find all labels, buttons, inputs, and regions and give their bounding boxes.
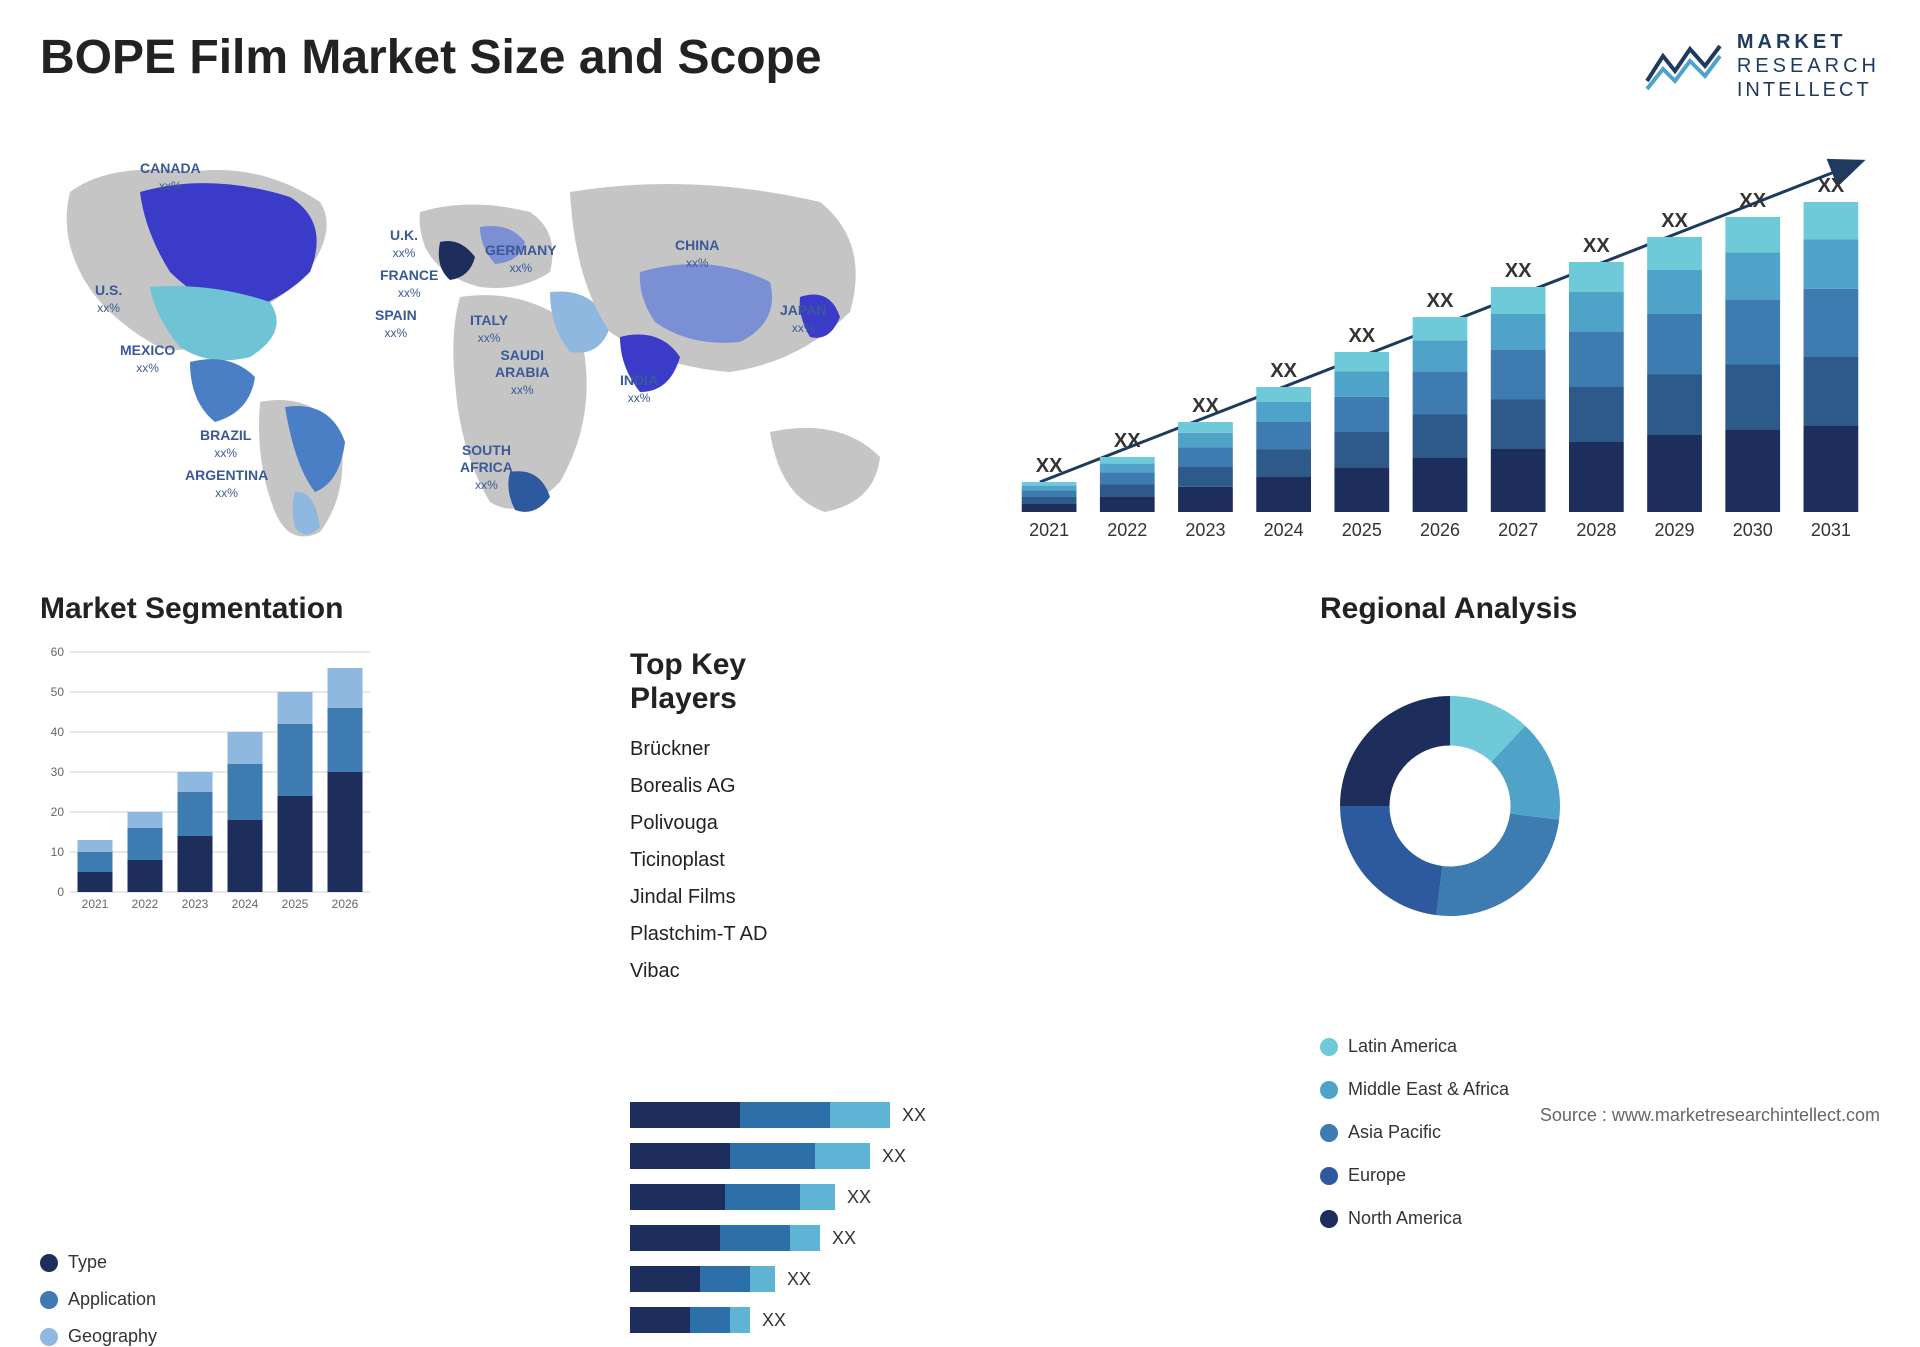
svg-text:2025: 2025 (282, 897, 309, 911)
logo-line3: INTELLECT (1737, 78, 1880, 102)
logo-text: MARKET RESEARCH INTELLECT (1737, 30, 1880, 102)
keyplayer-bar-row: XX (630, 1306, 1290, 1334)
svg-text:XX: XX (1036, 455, 1063, 477)
legend-item: Europe (1320, 1165, 1880, 1186)
logo-line1: MARKET (1737, 30, 1880, 54)
svg-text:40: 40 (51, 725, 65, 739)
map-label: JAPANxx% (780, 302, 826, 336)
map-label: SAUDIARABIAxx% (495, 347, 549, 397)
legend-item: Middle East & Africa (1320, 1079, 1880, 1100)
map-label: ARGENTINAxx% (185, 467, 268, 501)
svg-text:XX: XX (1427, 290, 1454, 312)
legend-item: Geography (40, 1326, 600, 1347)
segmentation-bar-chart: 0 10 20 30 40 50 60 2021 2022 2023 2024 2025 2026 (40, 642, 380, 922)
svg-text:2025: 2025 (1342, 520, 1382, 540)
keyplayers-bars: XX XX XX XX XX XX (630, 1013, 1290, 1347)
svg-text:2028: 2028 (1576, 520, 1616, 540)
svg-text:2029: 2029 (1655, 520, 1695, 540)
segmentation-legend: Type Application Geography (40, 1162, 600, 1347)
map-label: INDIAxx% (620, 372, 658, 406)
svg-text:XX: XX (1661, 210, 1688, 232)
page-title: BOPE Film Market Size and Scope (40, 30, 822, 85)
map-label: U.S.xx% (95, 282, 122, 316)
regional-section: Regional Analysis Latin America Middle Ea… (1320, 592, 1880, 1347)
legend-item: Type (40, 1252, 600, 1273)
keyplayer-bar-row: XX (630, 1142, 1290, 1170)
keyplayer-name: Brückner (630, 738, 790, 761)
svg-text:XX: XX (1348, 325, 1375, 347)
regional-title: Regional Analysis (1320, 592, 1880, 626)
svg-text:2024: 2024 (232, 897, 259, 911)
svg-text:XX: XX (1818, 175, 1845, 197)
svg-text:XX: XX (1270, 360, 1297, 382)
map-label: FRANCExx% (380, 267, 438, 301)
svg-text:0: 0 (57, 885, 64, 899)
keyplayer-bar-row: XX (630, 1265, 1290, 1293)
map-label: ITALYxx% (470, 312, 508, 346)
regional-legend: Latin AmericaMiddle East & AfricaAsia Pa… (1320, 966, 1880, 1229)
keyplayer-bar-row: XX (630, 1224, 1290, 1252)
logo-line2: RESEARCH (1737, 54, 1880, 78)
header: BOPE Film Market Size and Scope MARKET R… (40, 30, 1880, 102)
svg-text:2022: 2022 (1107, 520, 1147, 540)
keyplayers-title: Top Key Players (630, 648, 790, 716)
map-label: CANADAxx% (140, 160, 201, 194)
logo: MARKET RESEARCH INTELLECT (1645, 30, 1880, 102)
keyplayers-names: Brückner Borealis AG Polivouga Ticinoplast J… (630, 738, 790, 983)
world-map-section: CANADAxx% U.S.xx% MEXICOxx% BRAZILxx% ARGENT… (40, 132, 960, 552)
svg-text:2027: 2027 (1498, 520, 1538, 540)
svg-text:XX: XX (1505, 260, 1532, 282)
svg-text:10: 10 (51, 845, 65, 859)
svg-text:2023: 2023 (182, 897, 209, 911)
keyplayer-bar-row: XX (630, 1101, 1290, 1129)
svg-text:XX: XX (1192, 395, 1219, 417)
keyplayer-name: Borealis AG (630, 775, 790, 798)
map-label: BRAZILxx% (200, 427, 251, 461)
svg-text:XX: XX (1739, 190, 1766, 212)
svg-text:2031: 2031 (1811, 520, 1851, 540)
keyplayer-name: Polivouga (630, 812, 790, 835)
svg-text:2021: 2021 (1029, 520, 1069, 540)
bottom-row: Market Segmentation 0 10 20 30 40 50 60 2021 202… (40, 592, 1880, 1347)
map-label: GERMANYxx% (485, 242, 557, 276)
keyplayers-section: Top Key Players Brückner Borealis AG Poliv… (630, 592, 1290, 1347)
regional-donut-chart (1320, 676, 1580, 936)
source-attribution: Source : www.marketresearchintellect.com (1540, 1105, 1880, 1126)
svg-text:2021: 2021 (82, 897, 109, 911)
legend-item: Latin America (1320, 1036, 1880, 1057)
svg-text:XX: XX (1114, 430, 1141, 452)
keyplayer-bar-row: XX (630, 1183, 1290, 1211)
keyplayer-name: Plastchim-T AD (630, 923, 790, 946)
svg-text:20: 20 (51, 805, 65, 819)
forecast-bar-chart: XX 2021 XX 2022 XX 2023 XX 2024 XX 2025 XX 2026 XX 20… (1000, 132, 1880, 552)
svg-text:2023: 2023 (1185, 520, 1225, 540)
forecast-chart-section: XX 2021 XX 2022 XX 2023 XX 2024 XX 2025 XX 2026 XX 20… (1000, 132, 1880, 552)
svg-text:XX: XX (1583, 235, 1610, 257)
svg-text:2030: 2030 (1733, 520, 1773, 540)
svg-text:2022: 2022 (132, 897, 159, 911)
map-label: SPAINxx% (375, 307, 417, 341)
map-label: U.K.xx% (390, 227, 418, 261)
keyplayer-name: Ticinoplast (630, 849, 790, 872)
map-label: SOUTHAFRICAxx% (460, 442, 513, 492)
svg-text:2026: 2026 (1420, 520, 1460, 540)
keyplayer-name: Vibac (630, 960, 790, 983)
map-label: MEXICOxx% (120, 342, 175, 376)
logo-icon (1645, 41, 1725, 91)
svg-text:2024: 2024 (1264, 520, 1304, 540)
top-row: CANADAxx% U.S.xx% MEXICOxx% BRAZILxx% ARGENT… (40, 132, 1880, 552)
svg-text:60: 60 (51, 645, 65, 659)
segmentation-title: Market Segmentation (40, 592, 600, 626)
svg-text:50: 50 (51, 685, 65, 699)
segmentation-section: Market Segmentation 0 10 20 30 40 50 60 2021 202… (40, 592, 600, 1347)
svg-text:30: 30 (51, 765, 65, 779)
map-label: CHINAxx% (675, 237, 719, 271)
keyplayer-name: Jindal Films (630, 886, 790, 909)
svg-text:2026: 2026 (332, 897, 359, 911)
legend-item: North America (1320, 1208, 1880, 1229)
legend-item: Application (40, 1289, 600, 1310)
